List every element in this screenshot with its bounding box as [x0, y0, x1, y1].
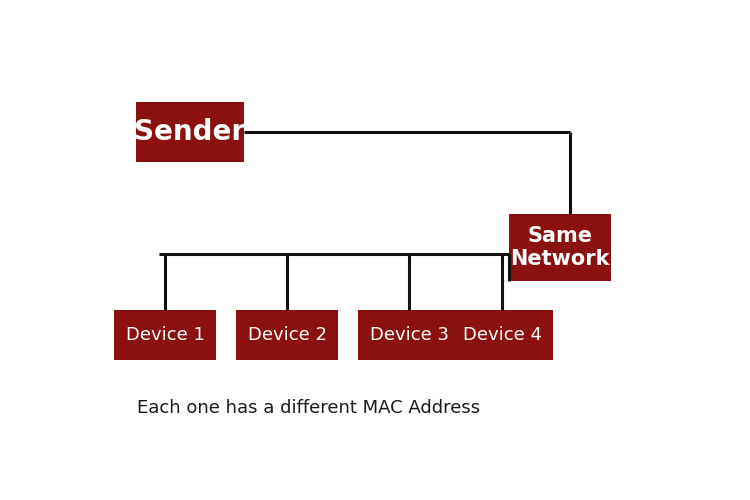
Text: Device 3: Device 3: [370, 326, 448, 344]
Text: Sender: Sender: [134, 118, 245, 146]
FancyBboxPatch shape: [358, 310, 460, 360]
FancyBboxPatch shape: [452, 310, 553, 360]
Text: Device 2: Device 2: [248, 326, 326, 344]
FancyBboxPatch shape: [236, 310, 338, 360]
FancyBboxPatch shape: [509, 214, 611, 282]
Text: Device 1: Device 1: [125, 326, 205, 344]
Text: Same
Network: Same Network: [511, 226, 610, 270]
Text: Device 4: Device 4: [463, 326, 542, 344]
FancyBboxPatch shape: [136, 102, 244, 162]
Text: Each one has a different MAC Address: Each one has a different MAC Address: [137, 400, 480, 417]
FancyBboxPatch shape: [114, 310, 216, 360]
